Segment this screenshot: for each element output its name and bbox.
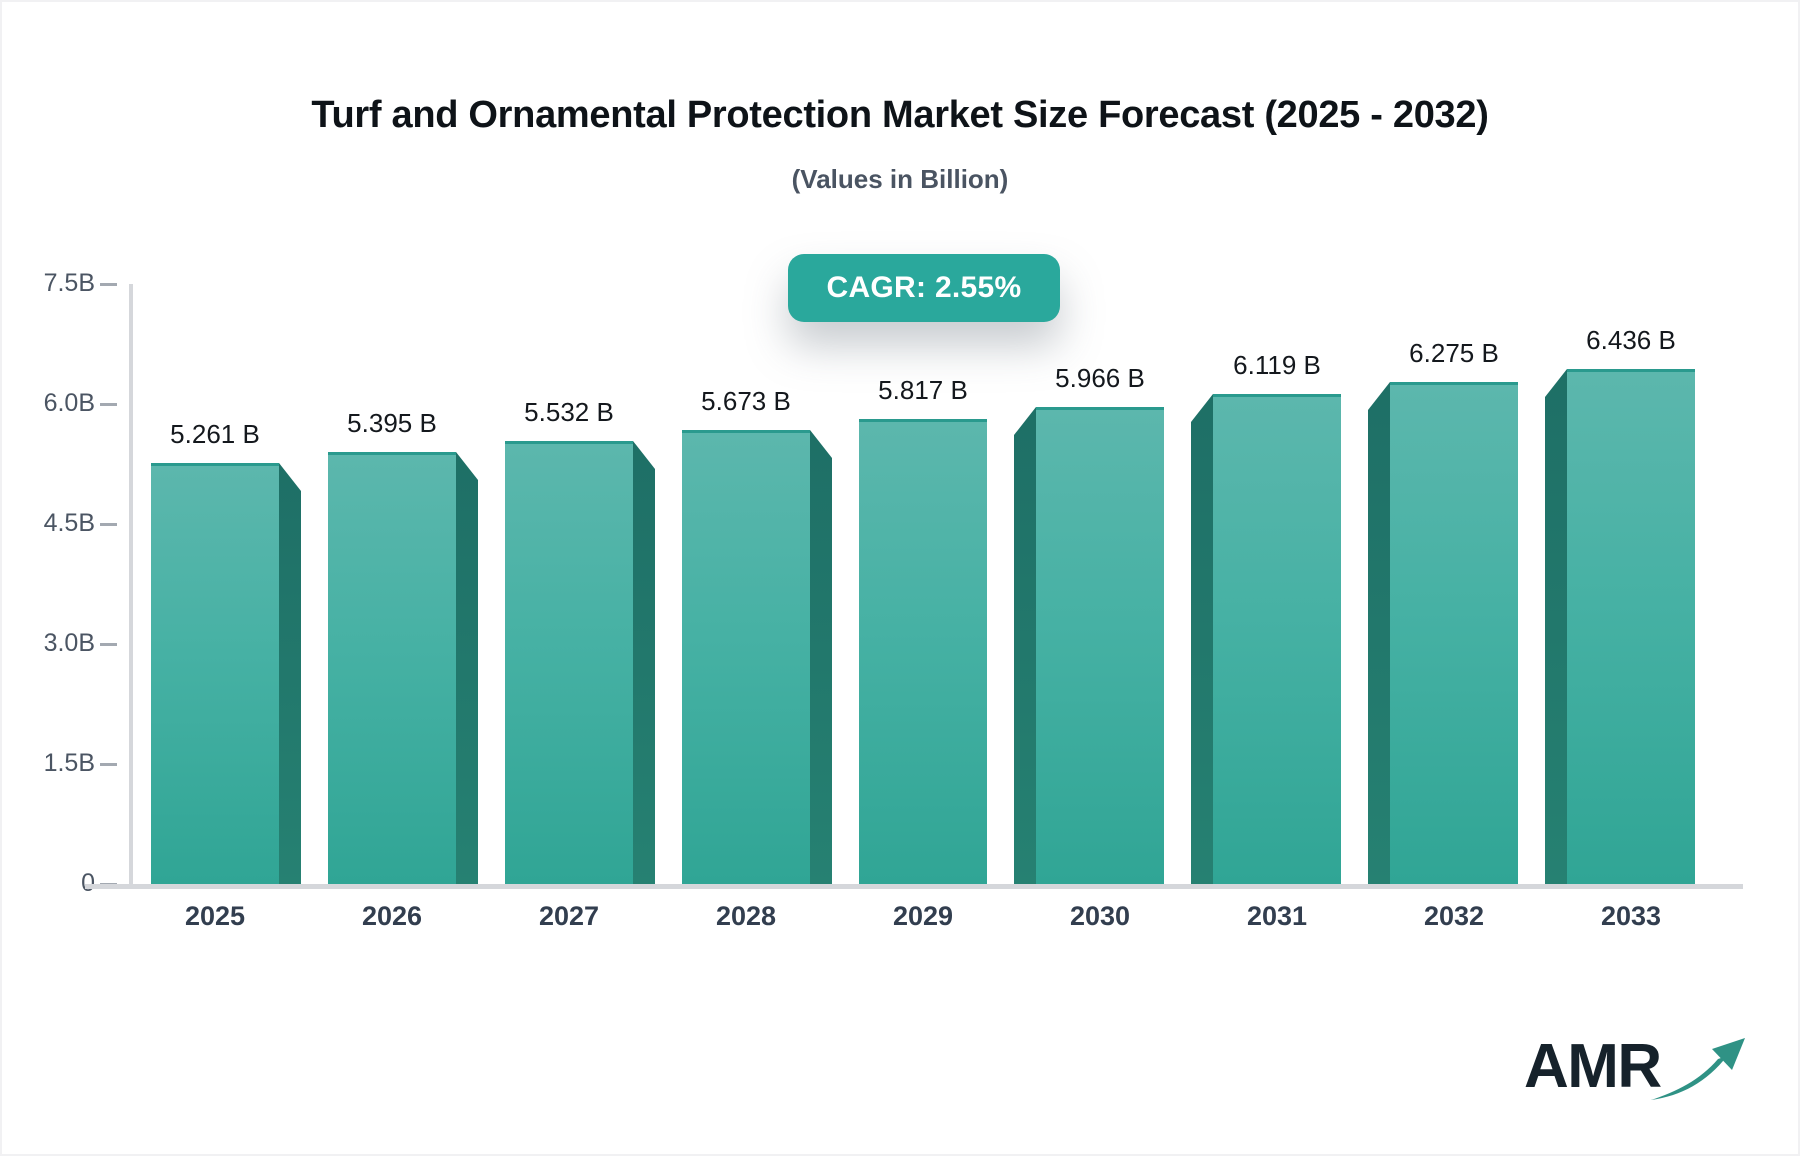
x-tick-label: 2030 xyxy=(1069,901,1131,931)
x-tick-label: 2033 xyxy=(1600,901,1662,931)
y-tick-dash xyxy=(100,763,117,766)
bar-side-2031 xyxy=(1191,394,1213,884)
y-tick-label: 0 xyxy=(81,869,95,897)
bar-side-2026 xyxy=(456,452,478,884)
x-tick-label: 2029 xyxy=(892,901,954,931)
value-label: 5.261 B xyxy=(170,419,260,449)
bar-side-2032 xyxy=(1368,382,1390,884)
bar-2031 xyxy=(1213,394,1341,884)
value-label: 5.673 B xyxy=(701,386,791,416)
x-tick-label: 2027 xyxy=(538,901,600,931)
x-tick-label: 2026 xyxy=(361,901,423,931)
bar-side-2033 xyxy=(1545,369,1567,884)
value-label: 6.119 B xyxy=(1233,350,1321,380)
cagr-badge: CAGR: 2.55% xyxy=(788,254,1060,322)
page-title: Turf and Ornamental Protection Market Si… xyxy=(311,94,1489,136)
value-label: 6.275 B xyxy=(1409,338,1499,368)
y-tick-label: 4.5B xyxy=(43,509,95,537)
y-tick-dash xyxy=(100,523,117,526)
bar-2029 xyxy=(859,419,987,884)
brand-logo-text: AMR xyxy=(1524,1031,1662,1101)
y-axis-line xyxy=(129,284,133,889)
value-label: 6.436 B xyxy=(1586,325,1676,355)
bar-2025 xyxy=(151,463,279,884)
bar-2033 xyxy=(1567,369,1695,884)
y-tick-label: 3.0B xyxy=(43,629,95,657)
y-tick-dash xyxy=(100,403,117,406)
y-tick-dash xyxy=(100,643,117,646)
x-tick-label: 2031 xyxy=(1246,901,1308,931)
value-label: 5.966 B xyxy=(1055,363,1145,393)
bar-2026 xyxy=(328,452,456,884)
y-tick-label: 1.5B xyxy=(43,749,95,777)
bar-2027 xyxy=(505,441,633,884)
x-axis-line xyxy=(85,884,1743,889)
y-tick-dash xyxy=(100,283,117,286)
brand-logo: AMR xyxy=(1524,1026,1749,1106)
value-label: 5.395 B xyxy=(347,408,437,438)
y-tick-label: 7.5B xyxy=(43,269,95,297)
value-label: 5.817 B xyxy=(878,375,968,405)
bar-2032 xyxy=(1390,382,1518,884)
y-tick-label: 6.0B xyxy=(43,389,95,417)
x-tick-label: 2025 xyxy=(184,901,246,931)
page-subtitle: (Values in Billion) xyxy=(791,164,1009,194)
bar-2030 xyxy=(1036,407,1164,884)
bar-side-2028 xyxy=(810,430,832,884)
growth-arrow-icon xyxy=(1650,1038,1745,1100)
x-tick-label: 2028 xyxy=(715,901,777,931)
x-tick-label: 2032 xyxy=(1423,901,1485,931)
bar-side-2027 xyxy=(633,441,655,884)
bar-2028 xyxy=(682,430,810,884)
bar-side-2025 xyxy=(279,463,301,884)
bar-side-2030 xyxy=(1014,407,1036,884)
value-label: 5.532 B xyxy=(524,397,614,427)
